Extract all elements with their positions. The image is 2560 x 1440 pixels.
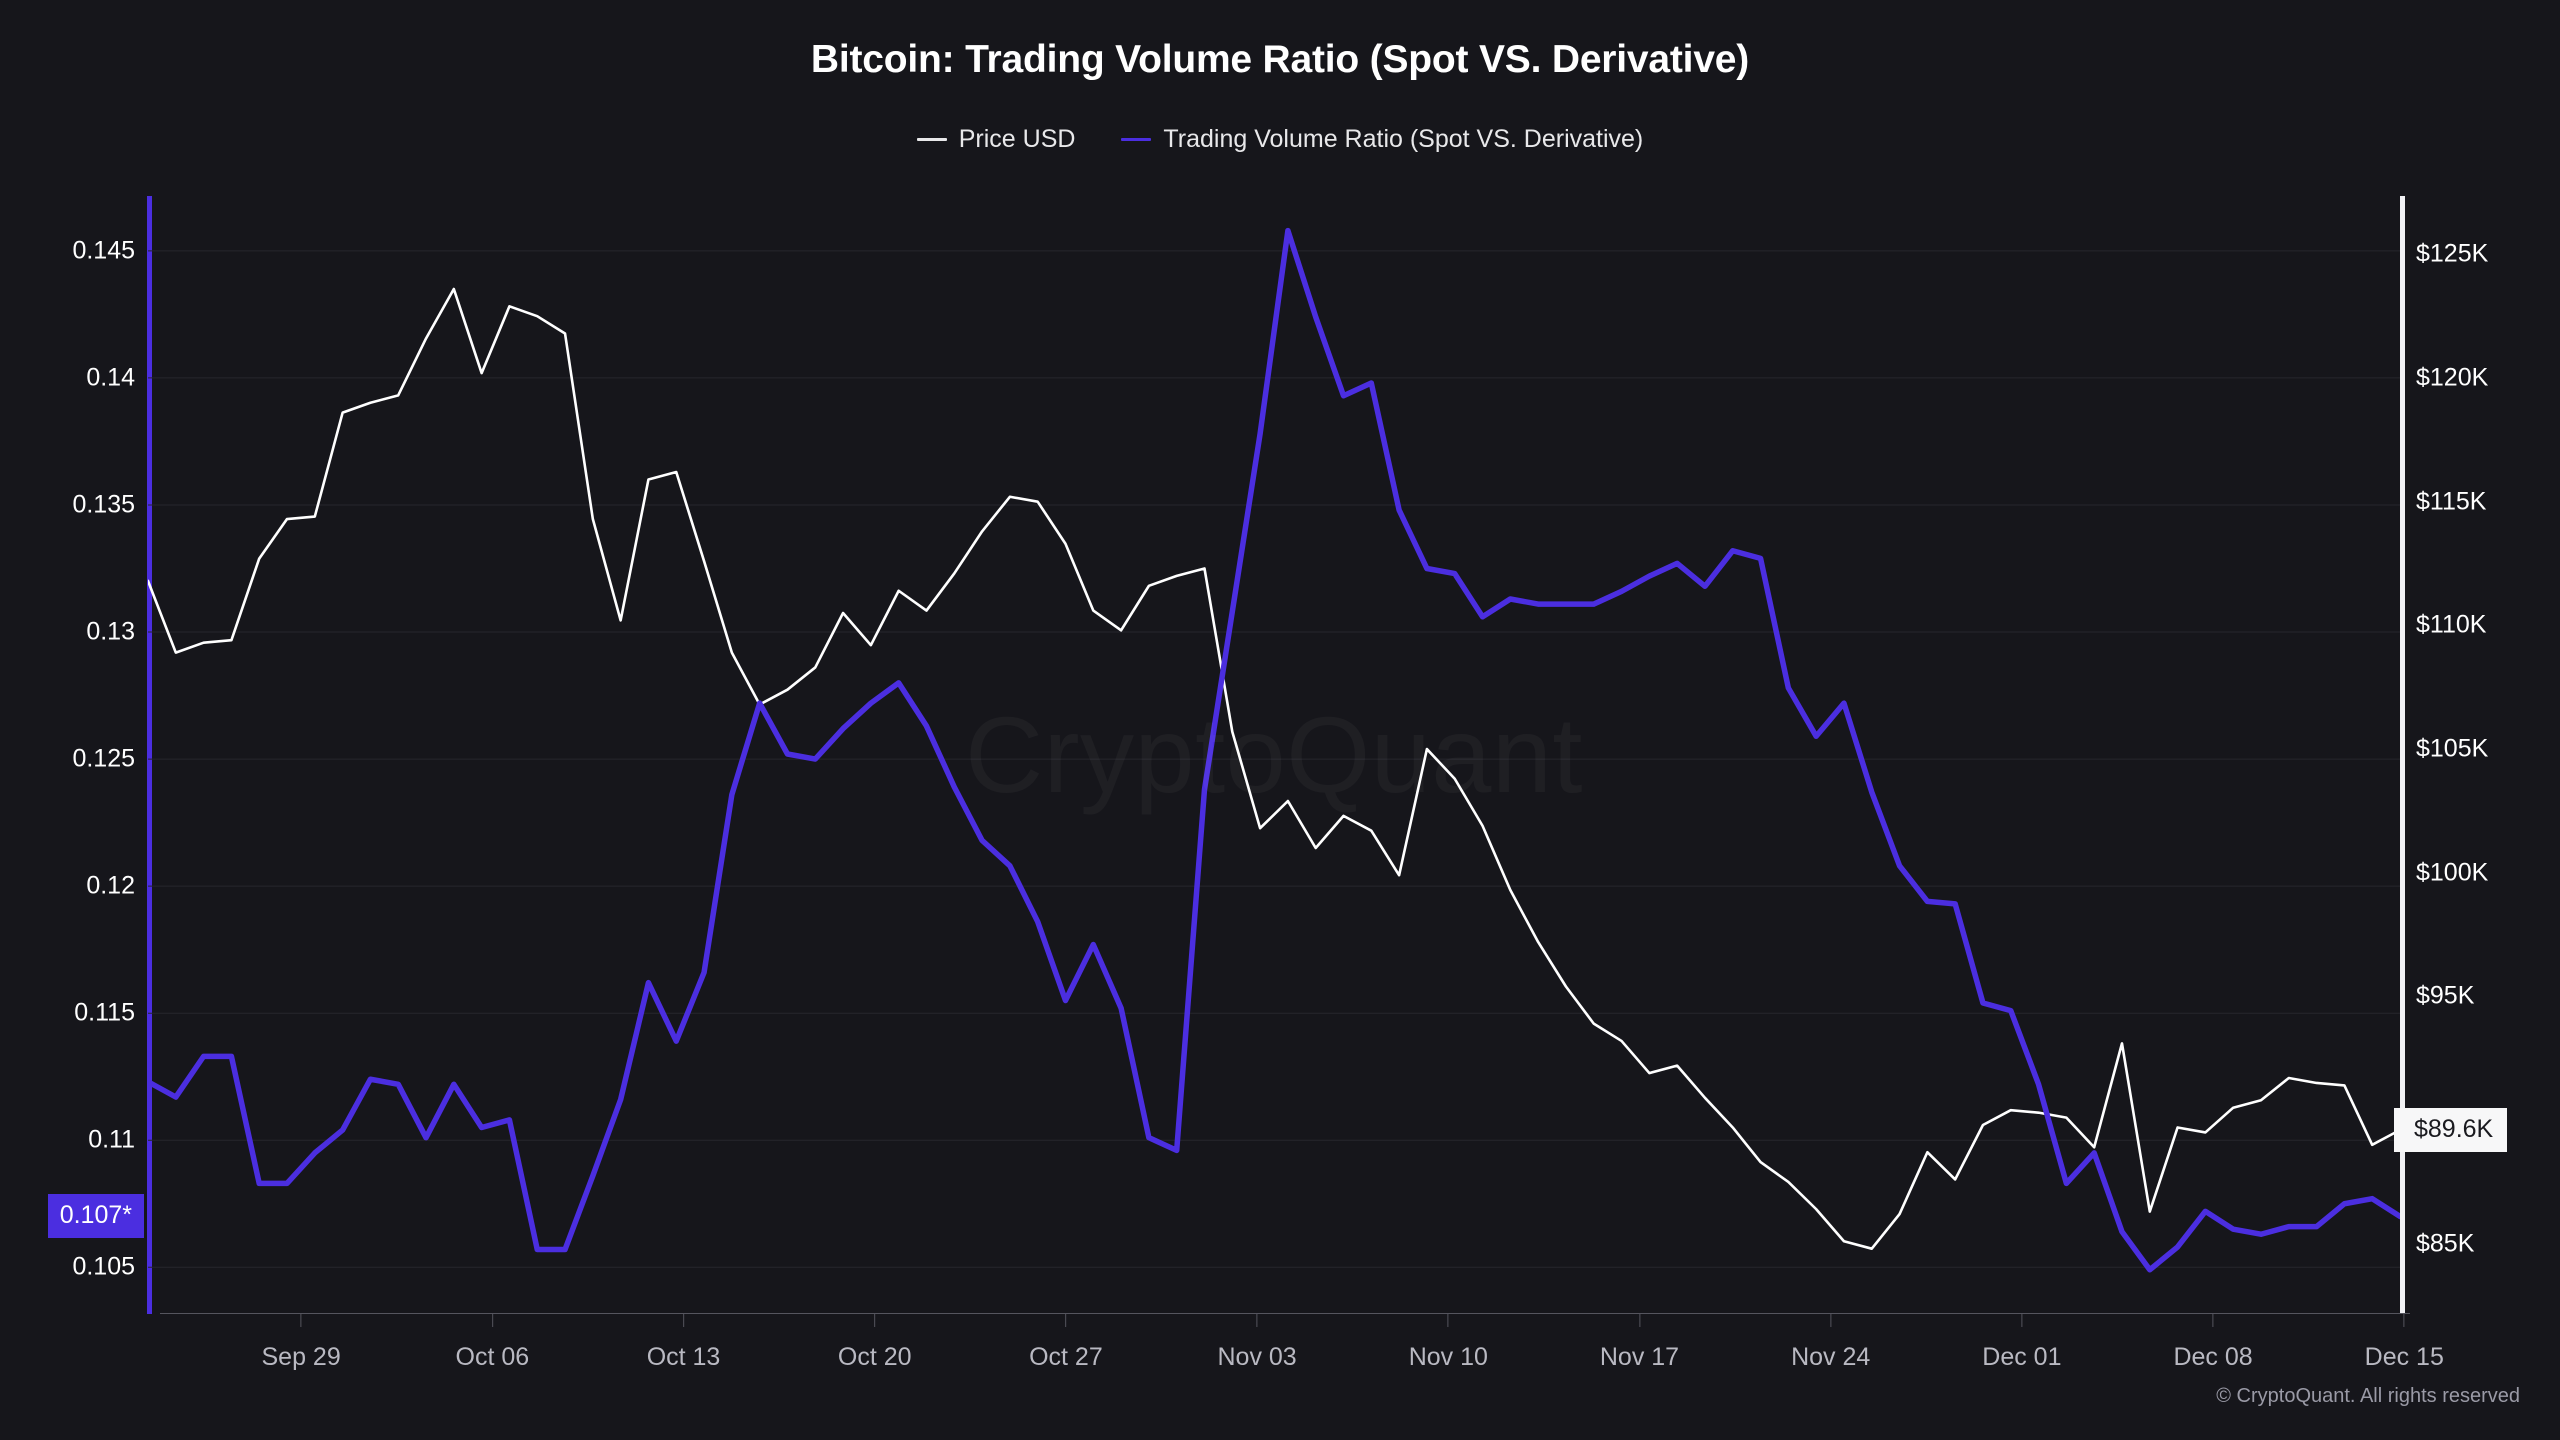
- x-tick-label: Oct 20: [837, 1343, 912, 1371]
- x-tick-mark: [1256, 1313, 1258, 1327]
- x-tick: Oct 27: [1029, 1313, 1103, 1372]
- x-tick: Oct 13: [646, 1313, 721, 1372]
- right-axis-line: [2400, 196, 2405, 1314]
- left-y-tick-label: 0.105: [72, 1252, 135, 1281]
- x-axis-line: [160, 1313, 2410, 1314]
- x-tick: Sep 29: [262, 1313, 341, 1372]
- x-tick: Nov 17: [1600, 1313, 1679, 1372]
- series-line-price: [148, 287, 2400, 1250]
- left-axis-line: [147, 196, 152, 1314]
- x-tick-label: Nov 17: [1599, 1343, 1680, 1371]
- copyright-notice: © CryptoQuant. All rights reserved: [2216, 1385, 2520, 1407]
- x-tick: Oct 20: [838, 1313, 912, 1372]
- legend-line-swatch: [1121, 138, 1152, 141]
- x-tick: Nov 03: [1218, 1313, 1297, 1372]
- x-tick: Nov 24: [1791, 1313, 1870, 1372]
- legend-item-0[interactable]: Price USD: [916, 125, 1076, 154]
- x-tick-label: Nov 24: [1791, 1343, 1871, 1371]
- x-tick-label: Oct 06: [455, 1343, 530, 1371]
- x-tick: Dec 08: [2173, 1313, 2253, 1372]
- left-y-axis: 0.145 0.14 0.135 0.13 0.125 0.12 0.115 0.11 0.10…: [0, 0, 144, 1440]
- right-y-tick-label: $115K: [2416, 487, 2487, 516]
- x-tick-label: Oct 27: [1029, 1343, 1103, 1371]
- right-y-tick-label: $105K: [2416, 734, 2489, 763]
- left-y-tick-label: 0.115: [74, 998, 135, 1027]
- series-line-ratio: [148, 227, 2400, 1273]
- x-tick: Dec 01: [1982, 1313, 2061, 1372]
- x-tick-mark: [1830, 1313, 1832, 1327]
- right-y-tick-label: $95K: [2416, 981, 2475, 1010]
- right-y-axis: $125K $120K $115K $110K $105K $100K $95K $85K $8…: [2394, 0, 2560, 1440]
- left-y-tick-label: 0.135: [72, 490, 135, 519]
- x-tick-label: Dec 15: [2364, 1343, 2444, 1371]
- x-tick-label: Dec 08: [2173, 1343, 2253, 1371]
- legend-line-swatch: [916, 138, 947, 141]
- left-y-tick-label: 0.14: [86, 363, 135, 392]
- plot-area: CryptoQuant: [148, 195, 2400, 1313]
- page-title: Bitcoin: Trading Volume Ratio (Spot VS. …: [810, 38, 1750, 81]
- left-axis-current-value-badge: 0.107*: [47, 1194, 144, 1239]
- x-tick-mark: [2021, 1313, 2023, 1327]
- x-tick-mark: [1065, 1313, 1067, 1327]
- left-y-tick-label: 0.12: [86, 871, 135, 900]
- right-y-tick-label: $120K: [2416, 363, 2489, 392]
- x-tick-mark: [683, 1313, 685, 1327]
- legend-label: Price USD: [958, 125, 1076, 153]
- x-tick-label: Sep 29: [261, 1343, 341, 1371]
- x-tick-mark: [2403, 1313, 2405, 1327]
- x-tick-mark: [1447, 1313, 1449, 1327]
- x-tick: Dec 15: [2365, 1313, 2444, 1372]
- x-tick: Nov 10: [1409, 1313, 1488, 1372]
- x-tick-mark: [1638, 1313, 1640, 1327]
- chart-svg: [148, 227, 2400, 1273]
- x-tick-mark: [2212, 1313, 2214, 1327]
- right-y-tick-label: $110K: [2416, 610, 2487, 639]
- x-tick-label: Nov 10: [1408, 1343, 1488, 1371]
- left-y-tick-label: 0.13: [86, 617, 135, 646]
- chart-legend: Price USD Trading Volume Ratio (Spot VS. …: [0, 125, 2560, 154]
- right-y-tick-label: $85K: [2416, 1229, 2475, 1258]
- x-tick-label: Dec 01: [1982, 1343, 2062, 1371]
- right-axis-current-value-badge: $89.6K: [2394, 1107, 2508, 1152]
- left-y-tick-label: 0.125: [72, 744, 135, 773]
- left-y-tick-label: 0.145: [72, 236, 135, 265]
- x-tick-mark: [874, 1313, 876, 1327]
- left-y-tick-label: 0.11: [88, 1125, 135, 1154]
- x-axis: Sep 29 Oct 06 Oct 13 Oct 20 Oct 27 Nov 03 Nov …: [0, 1313, 2560, 1403]
- x-tick-label: Oct 13: [646, 1343, 721, 1371]
- right-y-tick-label: $100K: [2416, 858, 2489, 887]
- right-y-tick-label: $125K: [2416, 239, 2489, 268]
- legend-item-1[interactable]: Trading Volume Ratio (Spot VS. Derivativ…: [1121, 125, 1643, 154]
- legend-label: Trading Volume Ratio (Spot VS. Derivativ…: [1163, 125, 1644, 153]
- x-tick: Oct 06: [455, 1313, 530, 1372]
- x-tick-mark: [300, 1313, 302, 1327]
- x-tick-label: Nov 03: [1217, 1343, 1297, 1371]
- x-tick-mark: [491, 1313, 493, 1327]
